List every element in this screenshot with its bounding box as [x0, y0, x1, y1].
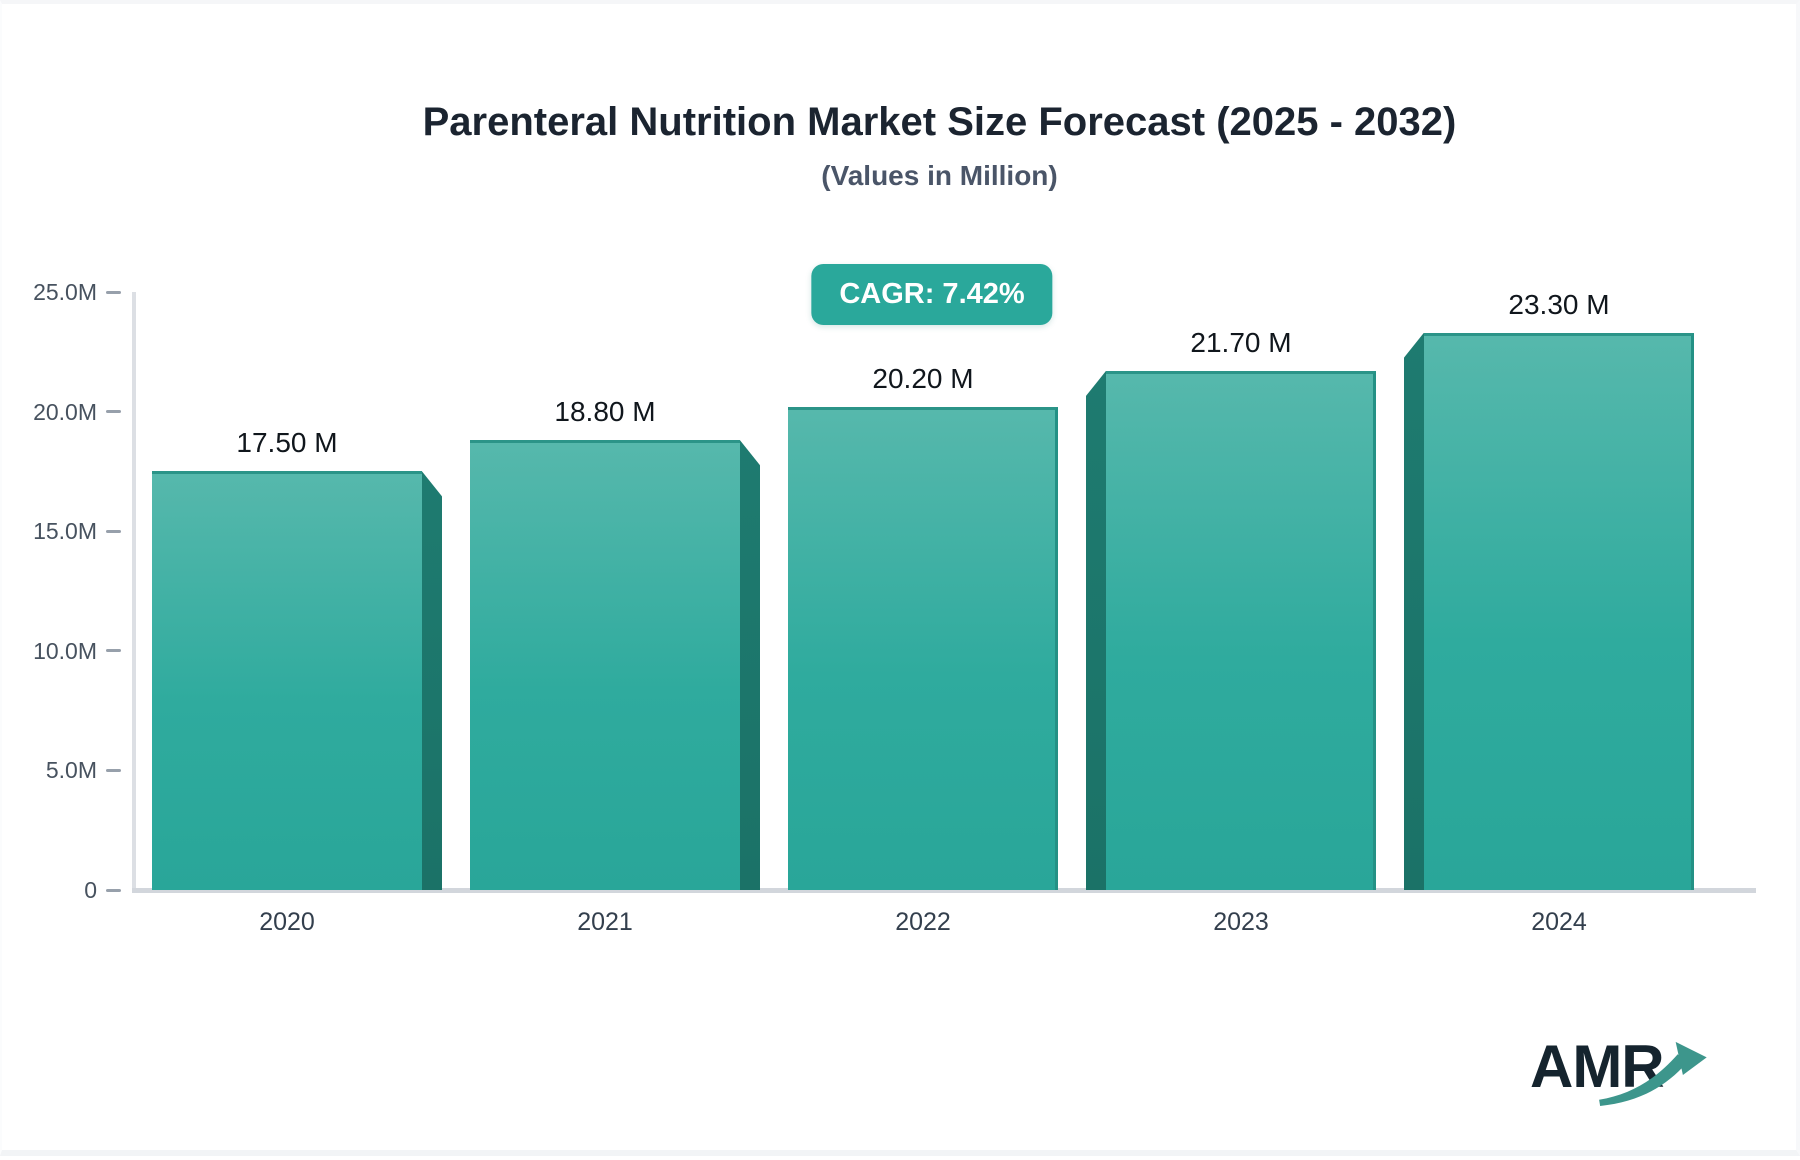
x-tick-label: 2020 — [259, 908, 315, 936]
y-tick-label: 10.0M — [33, 637, 97, 664]
bar — [470, 440, 740, 890]
bar-value-label: 23.30 M — [1508, 288, 1610, 320]
y-tick-mark — [106, 290, 121, 294]
chart-subtitle: (Values in Million) — [821, 160, 1058, 191]
y-tick-mark — [106, 888, 121, 892]
y-tick-mark — [106, 768, 121, 772]
bar-side-face — [422, 471, 442, 890]
y-axis-line — [132, 292, 136, 890]
y-tick-label: 15.0M — [33, 518, 97, 545]
amr-logo: AMR — [1530, 1032, 1720, 1122]
bar-side-face — [1404, 332, 1424, 890]
y-tick-label: 5.0M — [45, 757, 97, 784]
bar-side-face — [740, 440, 760, 890]
x-tick-label: 2022 — [895, 908, 951, 936]
cagr-badge-label: CAGR: 7.42% — [839, 278, 1025, 310]
y-tick-label: 0 — [84, 877, 97, 903]
x-axis-baseline — [132, 888, 1756, 893]
y-tick-mark — [106, 649, 121, 653]
growth-arrow-icon — [1599, 1041, 1707, 1106]
y-tick-label: 20.0M — [33, 398, 97, 425]
bar-value-label: 21.70 M — [1190, 326, 1292, 358]
bar — [152, 471, 422, 890]
bar-side-face — [1086, 370, 1106, 890]
chart-title: Parenteral Nutrition Market Size Forecas… — [422, 100, 1457, 144]
bar — [1424, 332, 1694, 890]
bar-value-label: 17.50 M — [236, 427, 338, 459]
chart-header: Parenteral Nutrition Market Size Forecas… — [132, 98, 1747, 192]
y-tick-mark — [106, 410, 121, 414]
bar — [788, 406, 1058, 890]
y-tick-mark — [106, 529, 121, 533]
y-tick-label: 25.0M — [33, 279, 97, 305]
bar-value-label: 18.80 M — [554, 396, 656, 428]
cagr-badge: CAGR: 7.42% — [811, 264, 1053, 325]
x-tick-label: 2021 — [577, 908, 633, 936]
bar — [1106, 370, 1376, 890]
bar-chart-plot-area: 0 5.0M 10.0M 15.0M 20.0M 25.0M 17.50 M 2020 18.8… — [2, 4, 1800, 1160]
x-tick-label: 2023 — [1213, 908, 1269, 936]
bar-value-label: 20.20 M — [872, 362, 974, 394]
x-tick-label: 2024 — [1531, 908, 1587, 936]
